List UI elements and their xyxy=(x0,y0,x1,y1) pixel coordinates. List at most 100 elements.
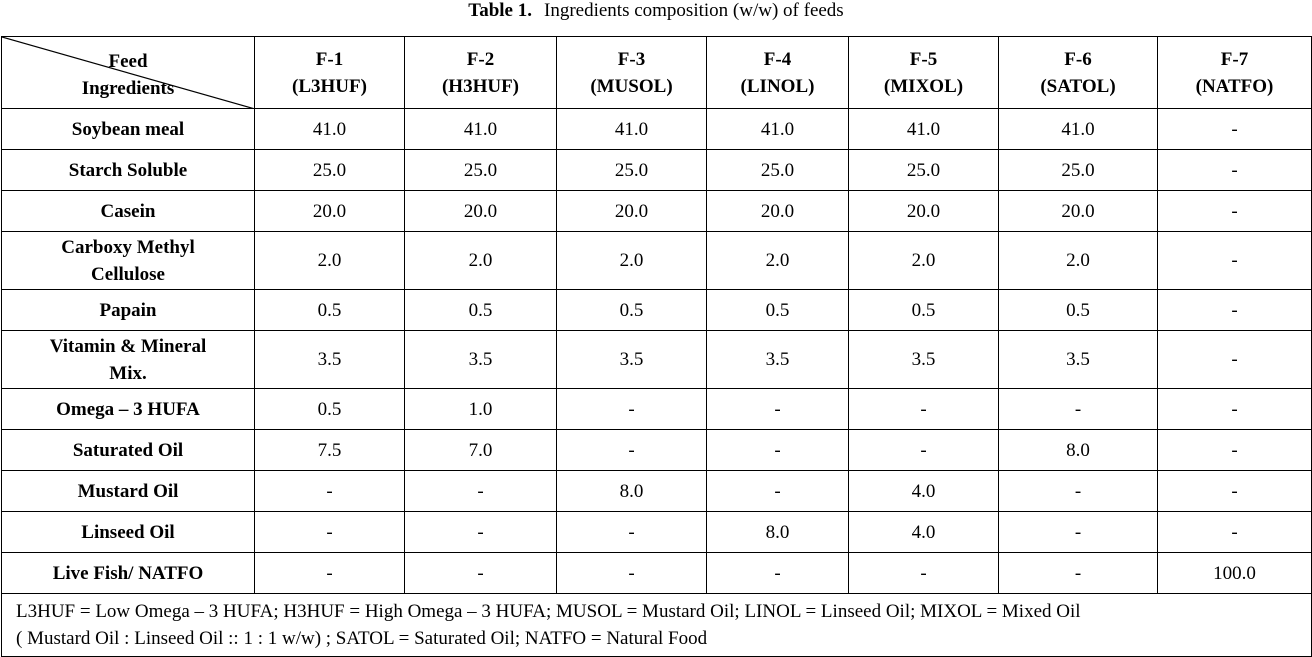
table-cell: 7.5 xyxy=(254,429,405,471)
table-cell: - xyxy=(1157,289,1312,331)
table-cell: 41.0 xyxy=(556,108,707,150)
table-cell: 2.0 xyxy=(998,231,1158,290)
table-cell: - xyxy=(706,388,849,430)
table-cell: - xyxy=(706,552,849,594)
table-cell: - xyxy=(404,511,557,553)
header-row: Feed Ingredients F-1 (L3HUF) F-2 (H3HUF) F… xyxy=(1,36,1312,109)
table-cell: 2.0 xyxy=(254,231,405,290)
table-row: Linseed Oil - - -8.0 4.0- - xyxy=(1,511,1312,553)
table-cell: - xyxy=(706,470,849,512)
table-cell: 20.0 xyxy=(254,190,405,232)
table-cell: 0.5 xyxy=(998,289,1158,331)
table-cell: 2.0 xyxy=(848,231,999,290)
table-cell: 3.5 xyxy=(998,330,1158,389)
table-cell: 2.0 xyxy=(404,231,557,290)
table-cell: 8.0 xyxy=(706,511,849,553)
ingredients-table: Feed Ingredients F-1 (L3HUF) F-2 (H3HUF) F… xyxy=(1,36,1312,657)
table-cell: - xyxy=(556,429,707,471)
table-cell: 41.0 xyxy=(848,108,999,150)
table-cell: 2.0 xyxy=(556,231,707,290)
table-cell: - xyxy=(1157,108,1312,150)
row-label: Vitamin & Mineral Mix. xyxy=(1,330,255,389)
row-label: Saturated Oil xyxy=(1,429,255,471)
table-caption: Table 1. Ingredients composition (w/w) o… xyxy=(0,0,1312,22)
column-header-f3: F-3 (MUSOL) xyxy=(556,36,707,109)
table-cell: 20.0 xyxy=(998,190,1158,232)
row-label: Carboxy Methyl Cellulose xyxy=(1,231,255,290)
table-cell: - xyxy=(706,429,849,471)
table-cell: 8.0 xyxy=(556,470,707,512)
column-header-f4: F-4 (LINOL) xyxy=(706,36,849,109)
table-cell: - xyxy=(848,429,999,471)
table-cell: 25.0 xyxy=(404,149,557,191)
table-cell: 25.0 xyxy=(254,149,405,191)
table-row: Mustard Oil - -8.0-4.0- - xyxy=(1,470,1312,512)
table-cell: 3.5 xyxy=(706,330,849,389)
table-cell: 0.5 xyxy=(254,388,405,430)
table-row: Live Fish/ NATFO - - - - - -100.0 xyxy=(1,552,1312,594)
table-cell: - xyxy=(998,388,1158,430)
footnote-line-1: L3HUF = Low Omega – 3 HUFA; H3HUF = High… xyxy=(16,601,1081,622)
row-label: Live Fish/ NATFO xyxy=(1,552,255,594)
table-cell: 3.5 xyxy=(848,330,999,389)
table-cell: 1.0 xyxy=(404,388,557,430)
table-cell: 7.0 xyxy=(404,429,557,471)
table-cell: - xyxy=(998,552,1158,594)
table-cell: - xyxy=(1157,511,1312,553)
table-cell: 20.0 xyxy=(848,190,999,232)
table-cell: - xyxy=(404,470,557,512)
table-row: Vitamin & Mineral Mix. 3.5 3.5 3.5 3.5 3.5 3.5- xyxy=(1,330,1312,389)
column-header-f6: F-6 (SATOL) xyxy=(998,36,1158,109)
diagonal-divider xyxy=(2,37,255,109)
table-row: Starch Soluble 25.0 25.0 25.0 25.0 25.0 25.0- xyxy=(1,149,1312,191)
corner-header-cell: Feed Ingredients xyxy=(1,36,255,109)
table-cell: 25.0 xyxy=(556,149,707,191)
table-cell: 0.5 xyxy=(706,289,849,331)
table-cell: 4.0 xyxy=(848,470,999,512)
caption-text: Ingredients composition (w/w) of feeds xyxy=(544,0,844,21)
table-cell: 3.5 xyxy=(556,330,707,389)
footnote-cell: L3HUF = Low Omega – 3 HUFA; H3HUF = High… xyxy=(1,593,1312,657)
table-cell: - xyxy=(998,511,1158,553)
table-cell: 2.0 xyxy=(706,231,849,290)
table-cell: - xyxy=(998,470,1158,512)
table-cell: - xyxy=(1157,330,1312,389)
table-cell: 25.0 xyxy=(998,149,1158,191)
table-cell: 100.0 xyxy=(1157,552,1312,594)
column-header-f7: F-7 (NATFO) xyxy=(1157,36,1312,109)
table-cell: - xyxy=(254,511,405,553)
table-cell: 0.5 xyxy=(254,289,405,331)
table-cell: 25.0 xyxy=(706,149,849,191)
table-cell: 20.0 xyxy=(556,190,707,232)
table-cell: - xyxy=(1157,149,1312,191)
table-cell: - xyxy=(848,388,999,430)
table-cell: - xyxy=(556,511,707,553)
table-body: Soybean meal 41.0 41.0 41.0 41.0 41.0 41.0- Sta… xyxy=(1,108,1312,594)
table-cell: 3.5 xyxy=(404,330,557,389)
table-cell: 20.0 xyxy=(404,190,557,232)
table-cell: 41.0 xyxy=(706,108,849,150)
corner-ingredients-label: Ingredients xyxy=(81,78,175,99)
row-label: Linseed Oil xyxy=(1,511,255,553)
table-cell: - xyxy=(404,552,557,594)
footnote-line-2: ( Mustard Oil : Linseed Oil :: 1 : 1 w/w… xyxy=(16,628,708,649)
table-cell: 41.0 xyxy=(404,108,557,150)
table-cell: - xyxy=(1157,190,1312,232)
column-header-f5: F-5 (MIXOL) xyxy=(848,36,999,109)
table-cell: 8.0 xyxy=(998,429,1158,471)
row-label: Starch Soluble xyxy=(1,149,255,191)
row-label: Casein xyxy=(1,190,255,232)
column-header-f1: F-1 (L3HUF) xyxy=(254,36,405,109)
row-label: Soybean meal xyxy=(1,108,255,150)
table-cell: 4.0 xyxy=(848,511,999,553)
table-cell: 20.0 xyxy=(706,190,849,232)
table-cell: - xyxy=(1157,388,1312,430)
table-cell: 41.0 xyxy=(254,108,405,150)
table-cell: - xyxy=(1157,429,1312,471)
table-row: Papain 0.5 0.5 0.5 0.5 0.5 0.5- xyxy=(1,289,1312,331)
caption-label: Table 1. xyxy=(468,0,532,21)
table-row: Casein 20.0 20.0 20.0 20.0 20.0 20.0- xyxy=(1,190,1312,232)
corner-feed-label: Feed xyxy=(108,51,148,72)
row-label: Omega – 3 HUFA xyxy=(1,388,255,430)
table-cell: 0.5 xyxy=(404,289,557,331)
